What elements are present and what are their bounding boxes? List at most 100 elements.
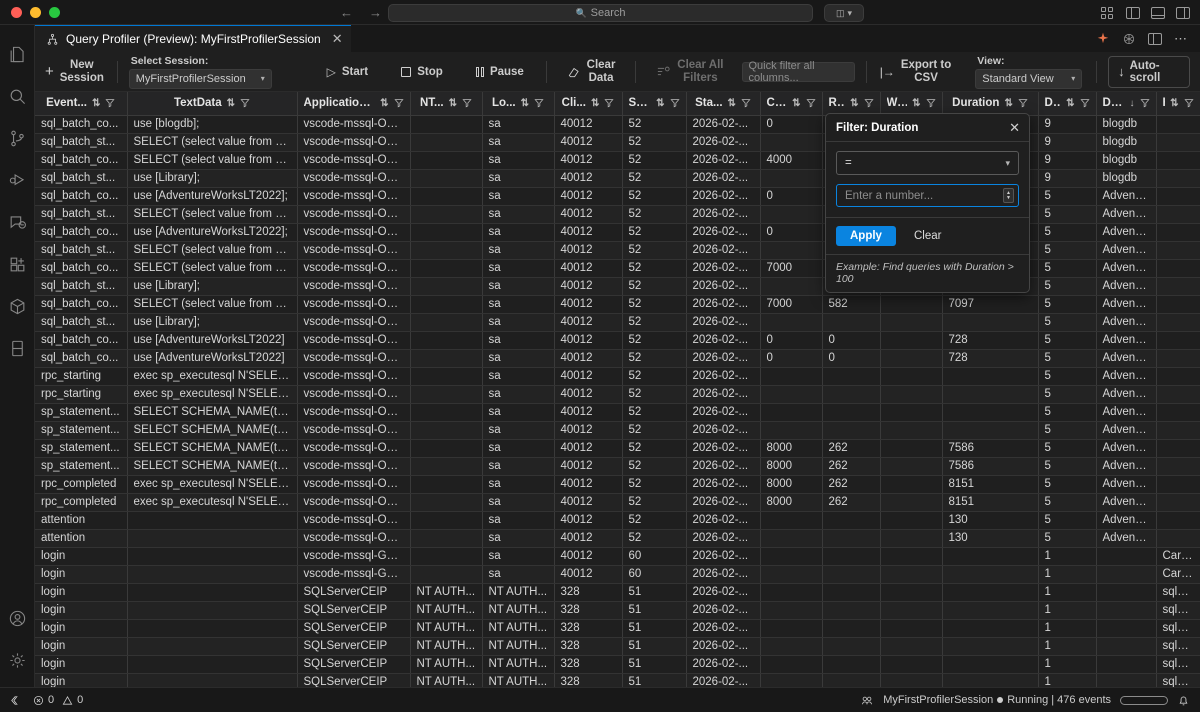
stepper-down-icon[interactable]: ▼ <box>1006 194 1011 201</box>
table-row[interactable]: rpc_completed exec sp_executesql N'SELECT… <box>35 475 1200 494</box>
tab-query-profiler[interactable]: Query Profiler (Preview): MyFirstProfile… <box>35 25 351 52</box>
column-header-cpu[interactable]: CPU ⇅ <box>760 92 823 116</box>
pause-button[interactable]: Pause <box>466 52 534 92</box>
maximize-window-button[interactable] <box>49 6 60 18</box>
filter-funnel-icon[interactable] <box>925 98 936 108</box>
start-button[interactable]: ▷ Start <box>317 52 378 92</box>
table-row[interactable]: sql_batch_co... SELECT (select value from… <box>35 295 1200 314</box>
quick-filter-input[interactable]: Quick filter all columns... <box>741 60 855 84</box>
table-row[interactable]: sql_batch_co... use [AdventureWorksLT2022… <box>35 331 1200 350</box>
back-arrow-icon[interactable]: ← <box>340 5 353 20</box>
column-header-lo-[interactable]: Lo... ⇅ <box>482 92 555 116</box>
table-row[interactable]: sql_batch_co... use [AdventureWorksLT2022… <box>35 223 1200 242</box>
column-header-cli-[interactable]: Cli... ⇅ <box>554 92 623 116</box>
table-row[interactable]: login vscode-mssql-Gener... sa 40012 60 2026-… <box>35 547 1200 566</box>
table-row[interactable]: login SQLServerCEIP NT AUTH... NT AUTH... 32… <box>35 619 1200 638</box>
split-editor-icon[interactable] <box>1148 32 1162 45</box>
column-header-dat-[interactable]: Dat... ↓ <box>1096 92 1157 116</box>
forward-arrow-icon[interactable]: → <box>369 5 382 20</box>
table-row[interactable]: login vscode-mssql-Gener... sa 40012 60 2026-… <box>35 565 1200 584</box>
table-row[interactable]: rpc_completed exec sp_executesql N'SELECT… <box>35 493 1200 512</box>
filter-number-input[interactable]: Enter a number... ▲ ▼ <box>836 184 1019 207</box>
table-row[interactable]: sql_batch_st... use [Library]; vscode-mssq… <box>35 313 1200 332</box>
filter-funnel-icon[interactable] <box>105 98 115 108</box>
explorer-icon[interactable] <box>0 33 35 75</box>
filter-funnel-icon[interactable] <box>669 98 680 108</box>
filter-funnel-icon[interactable] <box>604 98 614 108</box>
column-header-event-[interactable]: Event... ⇅ <box>35 92 128 116</box>
filter-funnel-icon[interactable] <box>1139 98 1150 108</box>
apply-button[interactable]: Apply <box>836 226 896 246</box>
sort-icon[interactable]: ⇅ <box>590 97 600 109</box>
close-window-button[interactable] <box>11 6 22 18</box>
more-actions-icon[interactable]: ⋯ <box>1174 30 1188 46</box>
sql-server-icon[interactable] <box>0 327 35 369</box>
activity-bar[interactable] <box>0 25 35 687</box>
column-header-wri-[interactable]: Wri... ⇅ <box>880 92 943 116</box>
duration-filter-popup[interactable]: Filter: Duration ✕ = ▾ Enter a number...… <box>825 113 1030 293</box>
sort-icon[interactable]: ⇅ <box>727 97 736 109</box>
auto-scroll-toggle[interactable]: ↓ Auto- scroll <box>1108 55 1191 88</box>
navigation-arrows[interactable]: ← → <box>340 0 382 25</box>
sort-icon[interactable]: ⇅ <box>792 97 801 109</box>
toggle-right-sidebar-icon[interactable] <box>1176 6 1190 19</box>
table-row[interactable]: sql_batch_st... use [Library]; vscode-mssq… <box>35 277 1200 296</box>
toggle-primary-sidebar-icon[interactable] <box>1101 6 1115 19</box>
filter-funnel-icon[interactable] <box>534 98 544 108</box>
filter-funnel-icon[interactable] <box>863 98 874 108</box>
close-icon[interactable]: ✕ <box>1009 120 1020 135</box>
column-header-spid[interactable]: SPID ⇅ <box>622 92 687 116</box>
filter-funnel-icon[interactable] <box>462 98 472 108</box>
table-row[interactable]: rpc_starting exec sp_executesql N'SELECT … <box>35 385 1200 404</box>
new-session-button[interactable]: + New Session <box>35 52 114 92</box>
table-row[interactable]: rpc_starting exec sp_executesql N'SELECT … <box>35 367 1200 386</box>
filter-funnel-icon[interactable] <box>805 98 816 108</box>
column-header-ho-[interactable]: Ho... ⇅ <box>1156 92 1200 116</box>
settings-gear-icon[interactable] <box>0 639 35 681</box>
events-table-container[interactable]: Event... ⇅ TextData ⇅ ApplicationN... ⇅ NT... ⇅… <box>35 92 1200 687</box>
table-row[interactable]: login SQLServerCEIP NT AUTH... NT AUTH... 32… <box>35 673 1200 687</box>
sort-icon[interactable]: ⇅ <box>226 97 236 109</box>
filter-funnel-icon[interactable] <box>1183 98 1194 108</box>
customize-layout-button[interactable]: ◫ ▾ <box>824 4 864 22</box>
minimize-window-button[interactable] <box>30 6 41 18</box>
table-row[interactable]: login SQLServerCEIP NT AUTH... NT AUTH... 32… <box>35 601 1200 620</box>
session-status-item[interactable]: MyFirstProfilerSession Running | 476 eve… <box>883 694 1111 706</box>
number-stepper-icon[interactable]: ▲ ▼ <box>1003 188 1014 203</box>
table-row[interactable]: sp_statement...SELECT SCHEMA_NAME(tbl.sc… <box>35 439 1200 458</box>
sort-icon[interactable]: ⇅ <box>1170 97 1179 109</box>
search-icon[interactable] <box>0 75 35 117</box>
table-row[interactable]: attention vscode-mssql-Objec... sa 40012 52 2… <box>35 511 1200 530</box>
toggle-secondary-sidebar-icon[interactable] <box>1126 6 1140 19</box>
table-row[interactable]: attention vscode-mssql-Objec... sa 40012 52 2… <box>35 529 1200 548</box>
table-row[interactable]: sp_statement...SELECT SCHEMA_NAME(tbl.sc… <box>35 403 1200 422</box>
stop-button[interactable]: Stop <box>391 52 453 92</box>
chatgpt-icon[interactable] <box>1122 32 1136 46</box>
table-row[interactable]: sql_batch_co... use [AdventureWorksLT2022… <box>35 349 1200 368</box>
sort-desc-icon[interactable]: ↓ <box>1129 97 1135 109</box>
remote-window-button[interactable] <box>8 694 21 707</box>
sort-icon[interactable]: ⇅ <box>656 97 665 109</box>
column-header-textdata[interactable]: TextData ⇅ <box>127 92 298 116</box>
stepper-up-icon[interactable]: ▲ <box>1006 189 1011 196</box>
view-dropdown[interactable]: Standard View ▾ <box>975 68 1083 89</box>
toggle-panel-icon[interactable] <box>1151 6 1165 19</box>
run-and-debug-icon[interactable] <box>0 159 35 201</box>
column-header-dat-[interactable]: Dat... ⇅ <box>1038 92 1097 116</box>
column-header-re-[interactable]: Re... ⇅ <box>822 92 881 116</box>
problems-status[interactable]: 0 0 <box>33 694 83 706</box>
extensions-icon[interactable] <box>0 243 35 285</box>
table-row[interactable]: sp_statement...SELECT SCHEMA_NAME(tbl.sc… <box>35 457 1200 476</box>
table-row[interactable]: login SQLServerCEIP NT AUTH... NT AUTH... 32… <box>35 655 1200 674</box>
sort-icon[interactable]: ⇅ <box>1004 97 1013 109</box>
sort-icon[interactable]: ⇅ <box>1066 97 1075 109</box>
column-header-duration[interactable]: Duration ⇅ <box>942 92 1039 116</box>
editor-actions[interactable]: ⋯ <box>1096 25 1200 52</box>
column-header-sta-[interactable]: Sta... ⇅ <box>686 92 761 116</box>
sort-icon[interactable]: ⇅ <box>912 97 921 109</box>
clear-button[interactable]: Clear <box>913 230 942 242</box>
sort-icon[interactable]: ⇅ <box>448 97 458 109</box>
editor-layout-controls[interactable] <box>1101 0 1190 25</box>
clear-data-button[interactable]: Clear Data <box>557 52 626 92</box>
table-row[interactable]: login SQLServerCEIP NT AUTH... NT AUTH... 32… <box>35 637 1200 656</box>
